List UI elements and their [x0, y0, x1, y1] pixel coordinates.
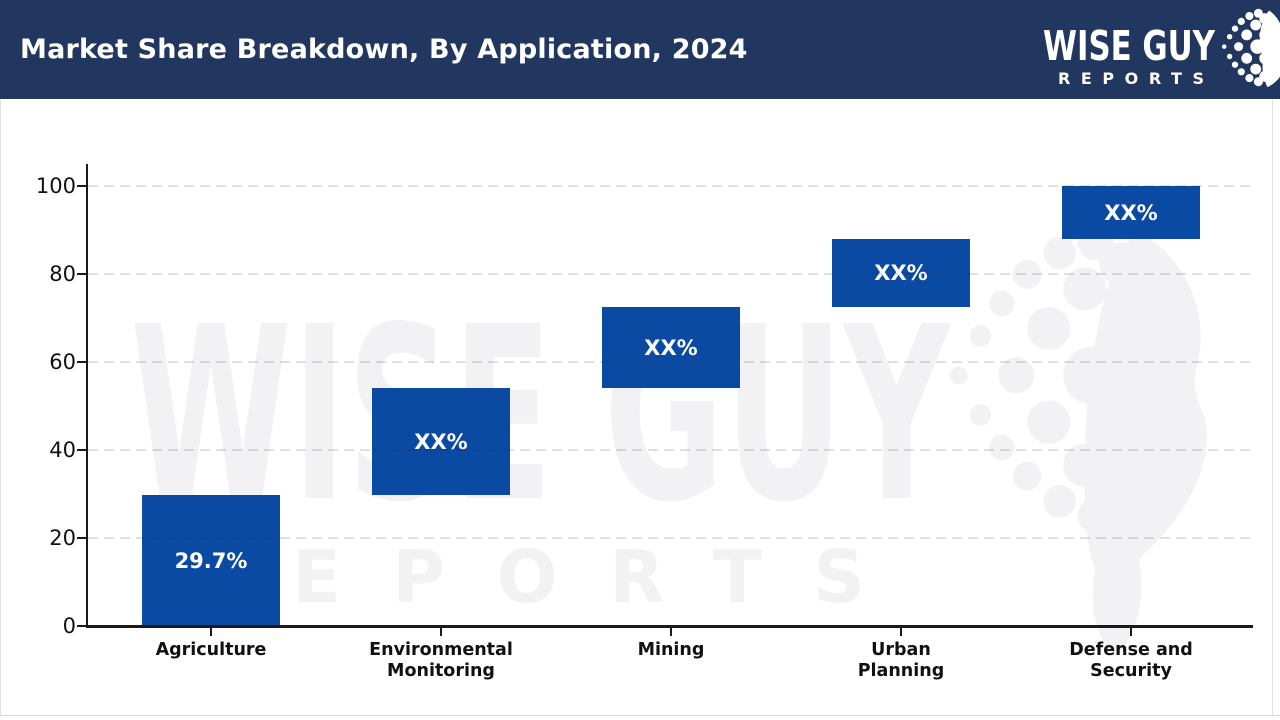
logo-head-icon — [1221, 8, 1280, 88]
wise-guy-reports-logo: WISE GUY REPORTS — [1043, 8, 1280, 88]
gridline-40 — [88, 449, 1253, 451]
x-axis-label-urban-planning: Urban Planning — [857, 640, 945, 682]
y-tick-mark-0 — [77, 625, 86, 627]
y-axis-line — [86, 164, 88, 628]
bar-environmental-monitoring: XX% — [372, 388, 510, 496]
bar-mining: XX% — [602, 307, 740, 389]
card-left-border — [0, 99, 1, 716]
y-tick-label-80: 80 — [49, 262, 76, 286]
gridline-20 — [88, 537, 1253, 539]
logo-wordmark: WISE GUY — [1043, 22, 1216, 70]
bar-value-label-defense-and-security: XX% — [1104, 200, 1158, 225]
bar-value-label-environmental-monitoring: XX% — [414, 429, 468, 454]
y-tick-mark-80 — [77, 273, 86, 275]
y-tick-label-60: 60 — [49, 350, 76, 374]
x-axis-line — [86, 625, 1253, 628]
x-tick-mark-mining — [670, 627, 672, 636]
plot: 0 20 40 60 80 100 29.7% Agriculture XX% Environme… — [0, 99, 1280, 716]
y-tick-mark-40 — [77, 449, 86, 451]
card-right-border — [1272, 99, 1273, 716]
gridline-100 — [88, 185, 1253, 187]
y-tick-label-40: 40 — [49, 438, 76, 462]
y-tick-mark-20 — [77, 537, 86, 539]
y-tick-label-20: 20 — [49, 526, 76, 550]
chart-area: WISE GUY REPORTS 02040608010029.7%Agricu… — [0, 99, 1280, 716]
x-axis-label-defense-and-security: Defense and Security — [1069, 640, 1193, 682]
x-axis-label-environmental-monitoring: Environmental Monitoring — [369, 640, 513, 682]
bar-value-label-urban-planning: XX% — [874, 261, 928, 286]
y-tick-mark-100 — [77, 185, 86, 187]
bar-agriculture: 29.7% — [142, 495, 280, 626]
card-bottom-border — [0, 715, 1280, 716]
gridline-60 — [88, 361, 1253, 363]
bar-defense-and-security: XX% — [1062, 186, 1200, 240]
y-tick-label-0: 0 — [62, 614, 76, 638]
bar-value-label-agriculture: 29.7% — [174, 548, 248, 573]
x-axis-label-agriculture: Agriculture — [155, 640, 267, 660]
gridline-80 — [88, 273, 1253, 275]
y-tick-label-100: 100 — [35, 174, 76, 198]
y-tick-mark-60 — [77, 361, 86, 363]
logo-subtext: REPORTS — [1058, 69, 1204, 88]
page-title: Market Share Breakdown, By Application, … — [20, 34, 748, 65]
x-axis-label-mining: Mining — [637, 640, 705, 660]
bar-value-label-mining: XX% — [644, 335, 698, 360]
x-tick-mark-environmental-monitoring — [440, 627, 442, 636]
bar-urban-planning: XX% — [832, 239, 970, 308]
x-tick-mark-agriculture — [210, 627, 212, 636]
header-bar: Market Share Breakdown, By Application, … — [0, 0, 1280, 99]
x-tick-mark-defense-and-security — [1130, 627, 1132, 636]
x-tick-mark-urban-planning — [900, 627, 902, 636]
